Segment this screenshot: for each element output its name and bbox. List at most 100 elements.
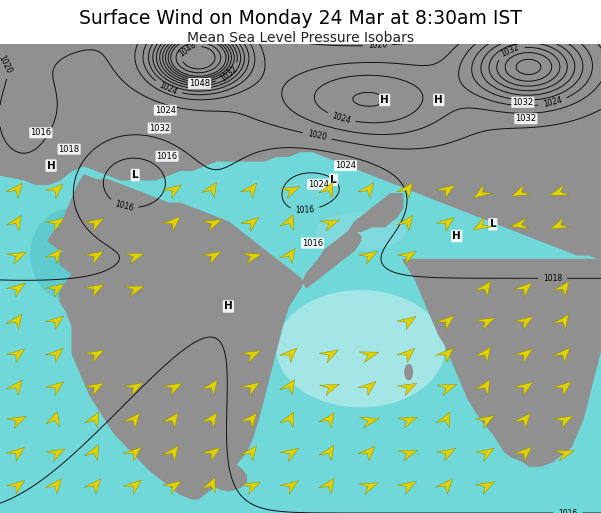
Polygon shape — [436, 348, 453, 363]
Polygon shape — [210, 461, 246, 490]
Text: 1016: 1016 — [114, 199, 134, 213]
Text: 1024: 1024 — [335, 161, 356, 170]
Text: 1032: 1032 — [500, 43, 521, 60]
Polygon shape — [85, 251, 104, 264]
Polygon shape — [280, 448, 299, 461]
Text: 1016: 1016 — [156, 152, 178, 161]
Polygon shape — [84, 412, 99, 428]
Polygon shape — [203, 220, 222, 231]
Polygon shape — [6, 183, 22, 198]
Polygon shape — [475, 281, 490, 297]
Polygon shape — [85, 350, 104, 363]
Polygon shape — [397, 348, 415, 363]
Text: 1016: 1016 — [302, 239, 323, 248]
Polygon shape — [240, 183, 257, 198]
Polygon shape — [162, 216, 180, 231]
Polygon shape — [46, 411, 60, 427]
Text: Mean Sea Level Pressure Isobars: Mean Sea Level Pressure Isobars — [187, 31, 414, 45]
Polygon shape — [85, 219, 104, 231]
Polygon shape — [474, 185, 493, 198]
Text: 1048: 1048 — [177, 40, 198, 58]
Polygon shape — [514, 317, 533, 330]
Polygon shape — [319, 445, 334, 461]
Polygon shape — [511, 185, 531, 196]
Text: 1020: 1020 — [307, 129, 328, 143]
Polygon shape — [475, 380, 490, 395]
Polygon shape — [163, 185, 182, 199]
Polygon shape — [397, 183, 413, 198]
Polygon shape — [349, 194, 403, 231]
Polygon shape — [436, 218, 454, 231]
Polygon shape — [319, 412, 335, 428]
Polygon shape — [397, 251, 416, 264]
Text: 1020: 1020 — [368, 41, 387, 50]
Polygon shape — [550, 185, 570, 195]
Polygon shape — [553, 314, 569, 329]
Polygon shape — [554, 416, 573, 428]
Text: 1024: 1024 — [308, 180, 329, 189]
Polygon shape — [48, 175, 361, 499]
Text: H: H — [47, 161, 55, 171]
Polygon shape — [124, 253, 145, 264]
Polygon shape — [45, 316, 64, 330]
Text: 1032: 1032 — [512, 98, 534, 107]
Polygon shape — [550, 218, 570, 229]
Polygon shape — [436, 448, 456, 461]
Polygon shape — [6, 380, 22, 395]
Polygon shape — [45, 348, 63, 363]
Polygon shape — [436, 315, 454, 330]
Text: L: L — [132, 170, 139, 180]
Polygon shape — [241, 482, 261, 494]
Polygon shape — [46, 449, 66, 461]
Polygon shape — [514, 447, 532, 461]
Polygon shape — [84, 479, 101, 494]
Text: 1032: 1032 — [218, 65, 239, 84]
Polygon shape — [359, 483, 379, 494]
Polygon shape — [45, 382, 64, 396]
Polygon shape — [163, 481, 182, 494]
Polygon shape — [46, 284, 64, 297]
Text: 1024: 1024 — [155, 106, 175, 115]
Text: L: L — [330, 175, 337, 185]
Polygon shape — [358, 446, 375, 461]
Text: 1016: 1016 — [558, 508, 578, 513]
Polygon shape — [85, 383, 104, 396]
Polygon shape — [555, 450, 575, 461]
Polygon shape — [437, 384, 457, 396]
Polygon shape — [6, 314, 22, 329]
Polygon shape — [319, 350, 338, 363]
Text: 1018: 1018 — [58, 145, 80, 154]
Polygon shape — [358, 183, 374, 198]
Ellipse shape — [404, 364, 413, 381]
Polygon shape — [398, 417, 418, 428]
Polygon shape — [123, 447, 142, 461]
Polygon shape — [475, 448, 495, 461]
Ellipse shape — [276, 290, 445, 407]
Polygon shape — [553, 348, 570, 363]
Polygon shape — [124, 286, 144, 297]
Polygon shape — [201, 380, 218, 395]
Polygon shape — [398, 450, 418, 461]
Polygon shape — [397, 317, 416, 330]
Polygon shape — [436, 479, 453, 494]
Polygon shape — [46, 218, 64, 231]
Polygon shape — [241, 351, 261, 363]
Text: H: H — [380, 95, 389, 105]
Polygon shape — [123, 480, 142, 494]
Polygon shape — [84, 445, 99, 460]
Polygon shape — [514, 382, 533, 396]
Polygon shape — [475, 416, 495, 428]
Polygon shape — [0, 44, 601, 260]
Polygon shape — [279, 380, 294, 395]
Polygon shape — [320, 384, 340, 396]
Polygon shape — [280, 187, 300, 199]
Polygon shape — [475, 482, 495, 494]
Polygon shape — [397, 481, 416, 494]
Polygon shape — [162, 445, 178, 461]
Polygon shape — [320, 220, 340, 231]
Polygon shape — [240, 446, 257, 461]
Polygon shape — [201, 447, 221, 461]
Polygon shape — [6, 349, 25, 363]
Text: 1016: 1016 — [30, 128, 52, 137]
Polygon shape — [6, 215, 21, 231]
